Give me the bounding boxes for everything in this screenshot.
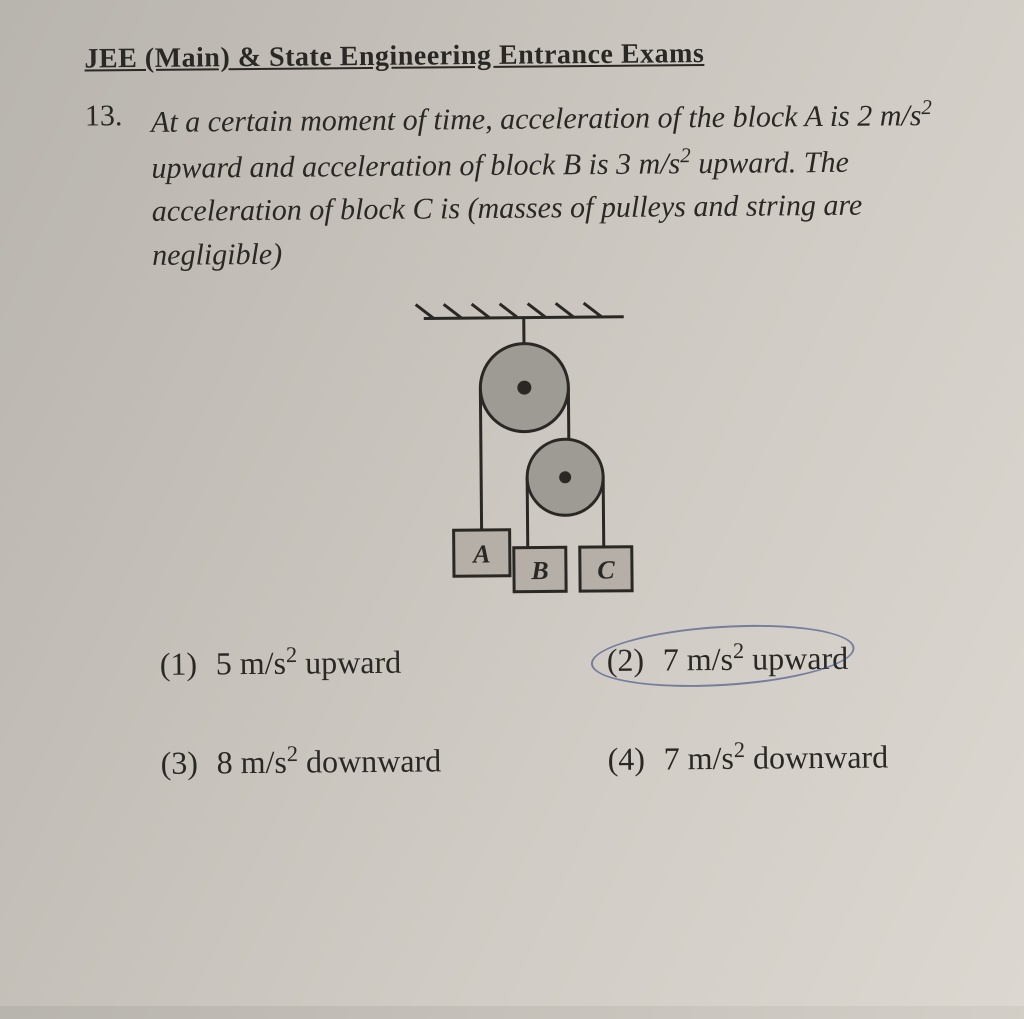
- diagram-container: A B C: [87, 296, 964, 604]
- option-text: 7 m/s2 upward: [663, 639, 849, 677]
- option-1: (1) 5 m/s2 upward: [160, 640, 517, 683]
- question-block: 13. At a certain moment of time, acceler…: [85, 92, 961, 278]
- question-text: At a certain moment of time, acceleratio…: [151, 92, 961, 277]
- pulley-group: [480, 343, 603, 516]
- options-grid: (1) 5 m/s2 upward (2) 7 m/s2 upward (3) 8 …: [160, 636, 965, 782]
- option-4: (4) 7 m/s2 downward: [607, 735, 964, 778]
- option-number: (3): [160, 745, 216, 782]
- exam-header: JEE (Main) & State Engineering Entrance …: [84, 36, 958, 76]
- pulley-diagram: A B C: [334, 298, 717, 601]
- option-text: 7 m/s2 downward: [663, 739, 888, 777]
- option-number: (2): [607, 641, 663, 678]
- block-group: A B C: [454, 529, 633, 593]
- option-text: 5 m/s2 upward: [216, 643, 402, 681]
- option-number: (4): [607, 741, 663, 778]
- option-3: (3) 8 m/s2 downward: [160, 739, 517, 782]
- option-number: (1): [160, 645, 216, 682]
- ceiling-hatch: [416, 303, 624, 319]
- block-label-b: B: [530, 556, 549, 585]
- block-label-c: C: [597, 555, 615, 584]
- option-text: 8 m/s2 downward: [216, 743, 441, 781]
- question-number: 13.: [85, 99, 137, 277]
- block-label-a: A: [471, 539, 491, 568]
- option-2: (2) 7 m/s2 upward: [607, 636, 964, 679]
